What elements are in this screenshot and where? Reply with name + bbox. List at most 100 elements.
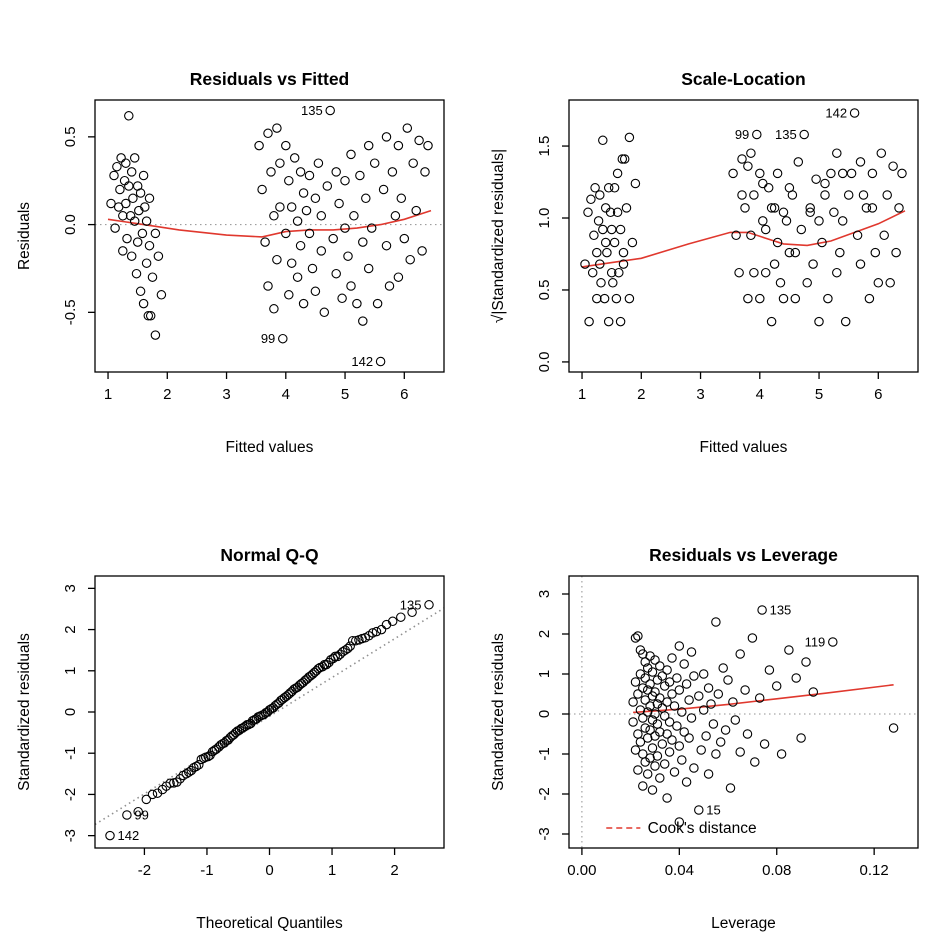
- data-point: [652, 751, 663, 761]
- data-point: [650, 687, 660, 697]
- data-point: [135, 188, 146, 198]
- data-point: [393, 272, 404, 282]
- data-point: [645, 753, 655, 763]
- data-point: [775, 278, 786, 288]
- normal-qq-plot: 135 99 142 -2 -1 0 1 2 -3 -2 -1 0 1 2 3 Normal Q-Q Theor…: [16, 545, 445, 932]
- point-label: 142: [118, 828, 140, 843]
- data-point: [390, 211, 401, 221]
- data-point: [659, 711, 670, 721]
- data-point: [790, 247, 801, 258]
- panel-title: Normal Q-Q: [220, 545, 318, 565]
- data-point: [381, 132, 392, 142]
- data-point: [316, 211, 327, 221]
- data-point: [292, 216, 303, 226]
- point-label: 135: [301, 103, 323, 118]
- data-point: [870, 247, 881, 258]
- x-axis-label: Theoretical Quantiles: [196, 915, 343, 932]
- data-point: [275, 158, 285, 168]
- data-point: [681, 679, 692, 689]
- data-point: [144, 193, 155, 204]
- data-point: [316, 246, 327, 256]
- data-point: [737, 154, 747, 164]
- data-point: [855, 157, 866, 167]
- data-point: [858, 190, 869, 200]
- data-point: [612, 168, 623, 179]
- data-point: [337, 293, 347, 304]
- data-point: [584, 316, 594, 327]
- data-point: [349, 211, 359, 221]
- data-point: [331, 167, 341, 177]
- data-point: [781, 216, 792, 226]
- data-point: [295, 240, 306, 251]
- x-tick-label: 3: [696, 386, 704, 403]
- data-point: [689, 671, 699, 681]
- data-point: [126, 251, 137, 261]
- data-point: [735, 649, 745, 659]
- data-point: [731, 230, 741, 241]
- data-point: [674, 741, 685, 751]
- data-point: [141, 258, 152, 268]
- data-point: [342, 643, 353, 654]
- data-point: [298, 188, 309, 198]
- data-point: [664, 717, 675, 727]
- data-point: [281, 228, 291, 239]
- data-point: [684, 733, 694, 743]
- data-point: [153, 251, 164, 261]
- data-point: [414, 135, 424, 146]
- data-point: [304, 228, 315, 239]
- data-point: [642, 685, 653, 695]
- data-point: [313, 158, 324, 168]
- data-point: [606, 224, 617, 235]
- data-point: [275, 202, 285, 212]
- data-point: [181, 769, 192, 779]
- data-point: [115, 184, 125, 195]
- data-point: [355, 170, 365, 181]
- point-label: 142: [825, 106, 847, 121]
- data-point: [325, 105, 335, 116]
- data-point: [141, 216, 152, 226]
- data-point: [367, 628, 378, 638]
- y-axis-label: Standardized residuals: [490, 633, 507, 791]
- data-point: [657, 739, 668, 749]
- data-point: [138, 298, 149, 309]
- data-point: [366, 223, 377, 233]
- data-point: [612, 207, 623, 218]
- data-point: [165, 778, 175, 789]
- panel-title: Scale-Location: [681, 69, 805, 89]
- data-point: [278, 333, 288, 344]
- point-label: 119: [805, 635, 826, 650]
- data-point: [855, 259, 866, 269]
- data-point: [358, 237, 368, 247]
- data-point: [829, 207, 839, 218]
- y-axis-label: √|Standardized residuals|: [490, 149, 507, 323]
- residuals-vs-leverage-plot: 135 119 15 0.00 0.04 0.08 0.12 -3 -2 -1 0 1 2 3 Residu…: [490, 545, 919, 932]
- data-point: [876, 148, 887, 158]
- x-tick-label: 5: [815, 386, 823, 403]
- data-point: [772, 237, 783, 248]
- data-point: [645, 725, 655, 735]
- data-point: [284, 290, 294, 300]
- data-point: [706, 699, 716, 709]
- data-point: [596, 278, 606, 288]
- data-point: [763, 183, 774, 193]
- data-point: [647, 667, 658, 677]
- data-point: [638, 713, 648, 723]
- data-point: [873, 278, 884, 288]
- data-point: [633, 689, 643, 699]
- data-point: [590, 183, 600, 193]
- x-axis-label: Fitted values: [226, 439, 314, 456]
- data-point: [396, 612, 406, 622]
- data-point: [784, 645, 794, 655]
- data-point: [828, 637, 838, 647]
- data-point: [894, 203, 904, 213]
- data-point: [638, 683, 648, 693]
- data-point: [667, 735, 677, 745]
- x-tick-label: 0.04: [665, 862, 694, 879]
- data-point: [640, 673, 650, 683]
- data-point: [628, 717, 638, 727]
- data-point: [121, 158, 131, 168]
- data-point: [417, 246, 427, 256]
- data-point: [747, 633, 758, 643]
- data-point: [647, 743, 658, 753]
- data-point: [121, 198, 131, 209]
